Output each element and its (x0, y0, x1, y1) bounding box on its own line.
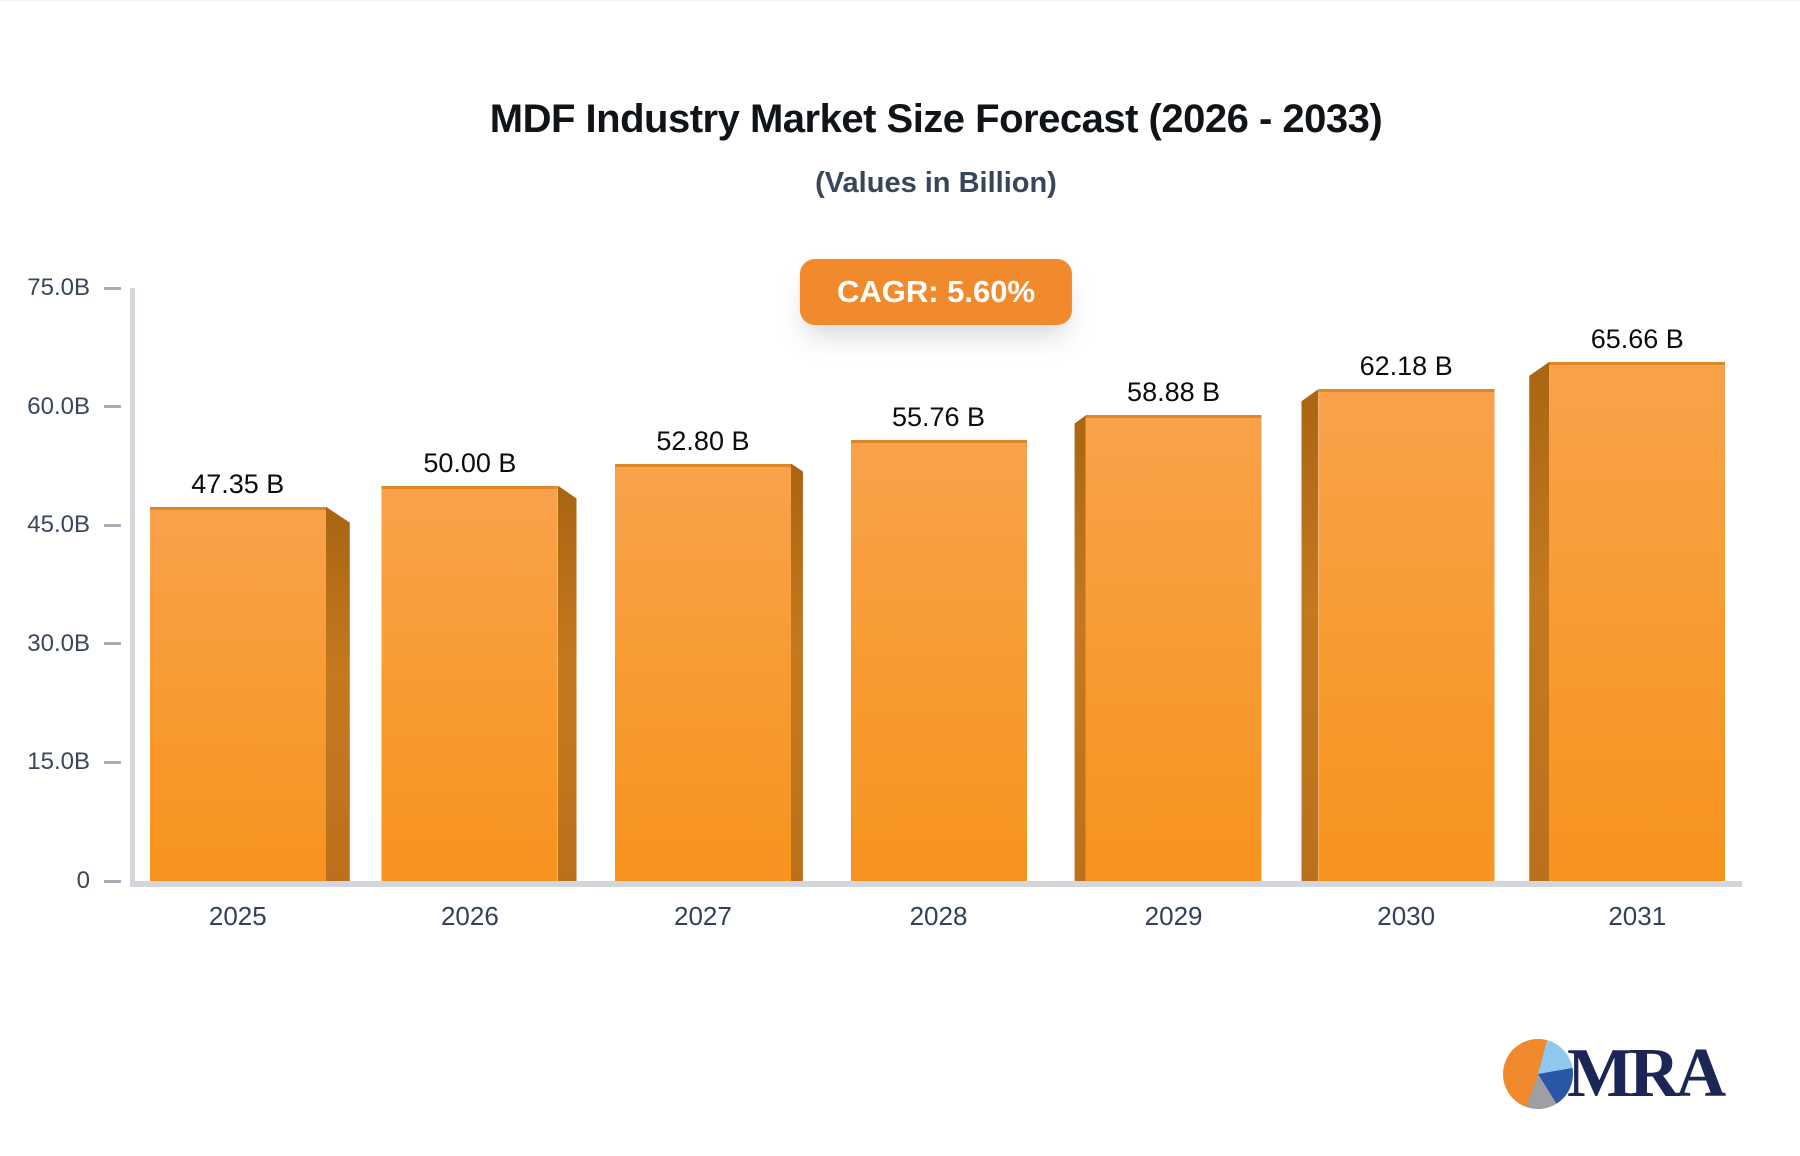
category-label: 2030 (1377, 901, 1436, 931)
bar-slot: 52.80 B 2027 (594, 288, 824, 931)
y-tick-label: 60.0B (27, 392, 90, 420)
bar-side-3d (790, 463, 803, 881)
y-tick-label: 30.0B (27, 629, 90, 657)
cagr-badge: CAGR: 5.60% (799, 259, 1073, 325)
bar-face (850, 440, 1027, 881)
plot-area: 47.35 B 2025 50.00 B 2026 52.80 B 2027 55.76 B… (27, 274, 1742, 931)
bar-slot: 65.66 B 2031 (1512, 288, 1742, 931)
y-tick (104, 286, 121, 290)
chart-subtitle: (Values in Billion) (815, 167, 1057, 199)
bar-value-label: 65.66 B (1590, 323, 1684, 354)
bar-side-3d (557, 485, 577, 881)
logo-text: MRA (1567, 1035, 1726, 1112)
category-label: 2029 (1144, 901, 1203, 931)
y-tick-label: 75.0B (27, 274, 90, 301)
bar-face (1549, 361, 1726, 881)
pie-chart-icon (1503, 1039, 1573, 1109)
bar: 52.80 B 2027 (614, 426, 803, 931)
bar-side-3d (1529, 361, 1550, 881)
y-tick (104, 405, 121, 409)
bar: 47.35 B 2025 (149, 469, 350, 931)
y-tick (104, 760, 121, 764)
bar-side-3d (1074, 415, 1086, 881)
bar-value-label: 62.18 B (1359, 351, 1453, 382)
bar-side-3d (1301, 389, 1319, 881)
category-label: 2028 (909, 901, 968, 931)
bars-container: 47.35 B 2025 50.00 B 2026 52.80 B 2027 55.76 B… (135, 288, 1742, 931)
bar-value-label: 52.80 B (656, 425, 750, 456)
bar-value-label: 55.76 B (891, 402, 986, 433)
bar-value-label: 58.88 B (1127, 377, 1221, 408)
brand-logo: MRA (1503, 1035, 1726, 1112)
y-tick-label: 15.0B (27, 748, 90, 776)
bar-slot: 58.88 B 2029 (1053, 288, 1283, 931)
bar-value-label: 50.00 B (423, 447, 517, 478)
bar: 50.00 B 2026 (381, 448, 577, 931)
category-label: 2031 (1608, 901, 1667, 931)
y-tick (104, 879, 121, 883)
bar: 55.76 B 2028 (850, 402, 1027, 931)
bar-face (149, 506, 326, 881)
y-tick-label: 0 (76, 867, 90, 894)
chart-title: MDF Industry Market Size Forecast (2026 … (489, 97, 1383, 141)
bar-value-label: 47.35 B (191, 468, 285, 499)
bar-side-3d (325, 506, 350, 881)
bar-face (1085, 415, 1262, 881)
y-tick (104, 523, 121, 527)
y-tick (104, 642, 121, 646)
bar-slot: 50.00 B 2026 (365, 288, 595, 931)
category-label: 2026 (440, 901, 499, 931)
bar-slot: 55.76 B 2028 (824, 288, 1054, 931)
bar-slot: 47.35 B 2025 (135, 288, 365, 931)
bar: 62.18 B 2030 (1301, 351, 1495, 931)
y-tick-label: 45.0B (27, 511, 90, 539)
bar-slot: 62.18 B 2030 (1283, 288, 1513, 931)
bar: 65.66 B 2031 (1529, 324, 1726, 931)
bar: 58.88 B 2029 (1074, 377, 1262, 931)
bar-face (381, 485, 558, 881)
category-label: 2027 (674, 901, 732, 931)
bar-face (614, 463, 791, 881)
bar-face (1318, 389, 1495, 881)
category-label: 2025 (208, 901, 267, 931)
